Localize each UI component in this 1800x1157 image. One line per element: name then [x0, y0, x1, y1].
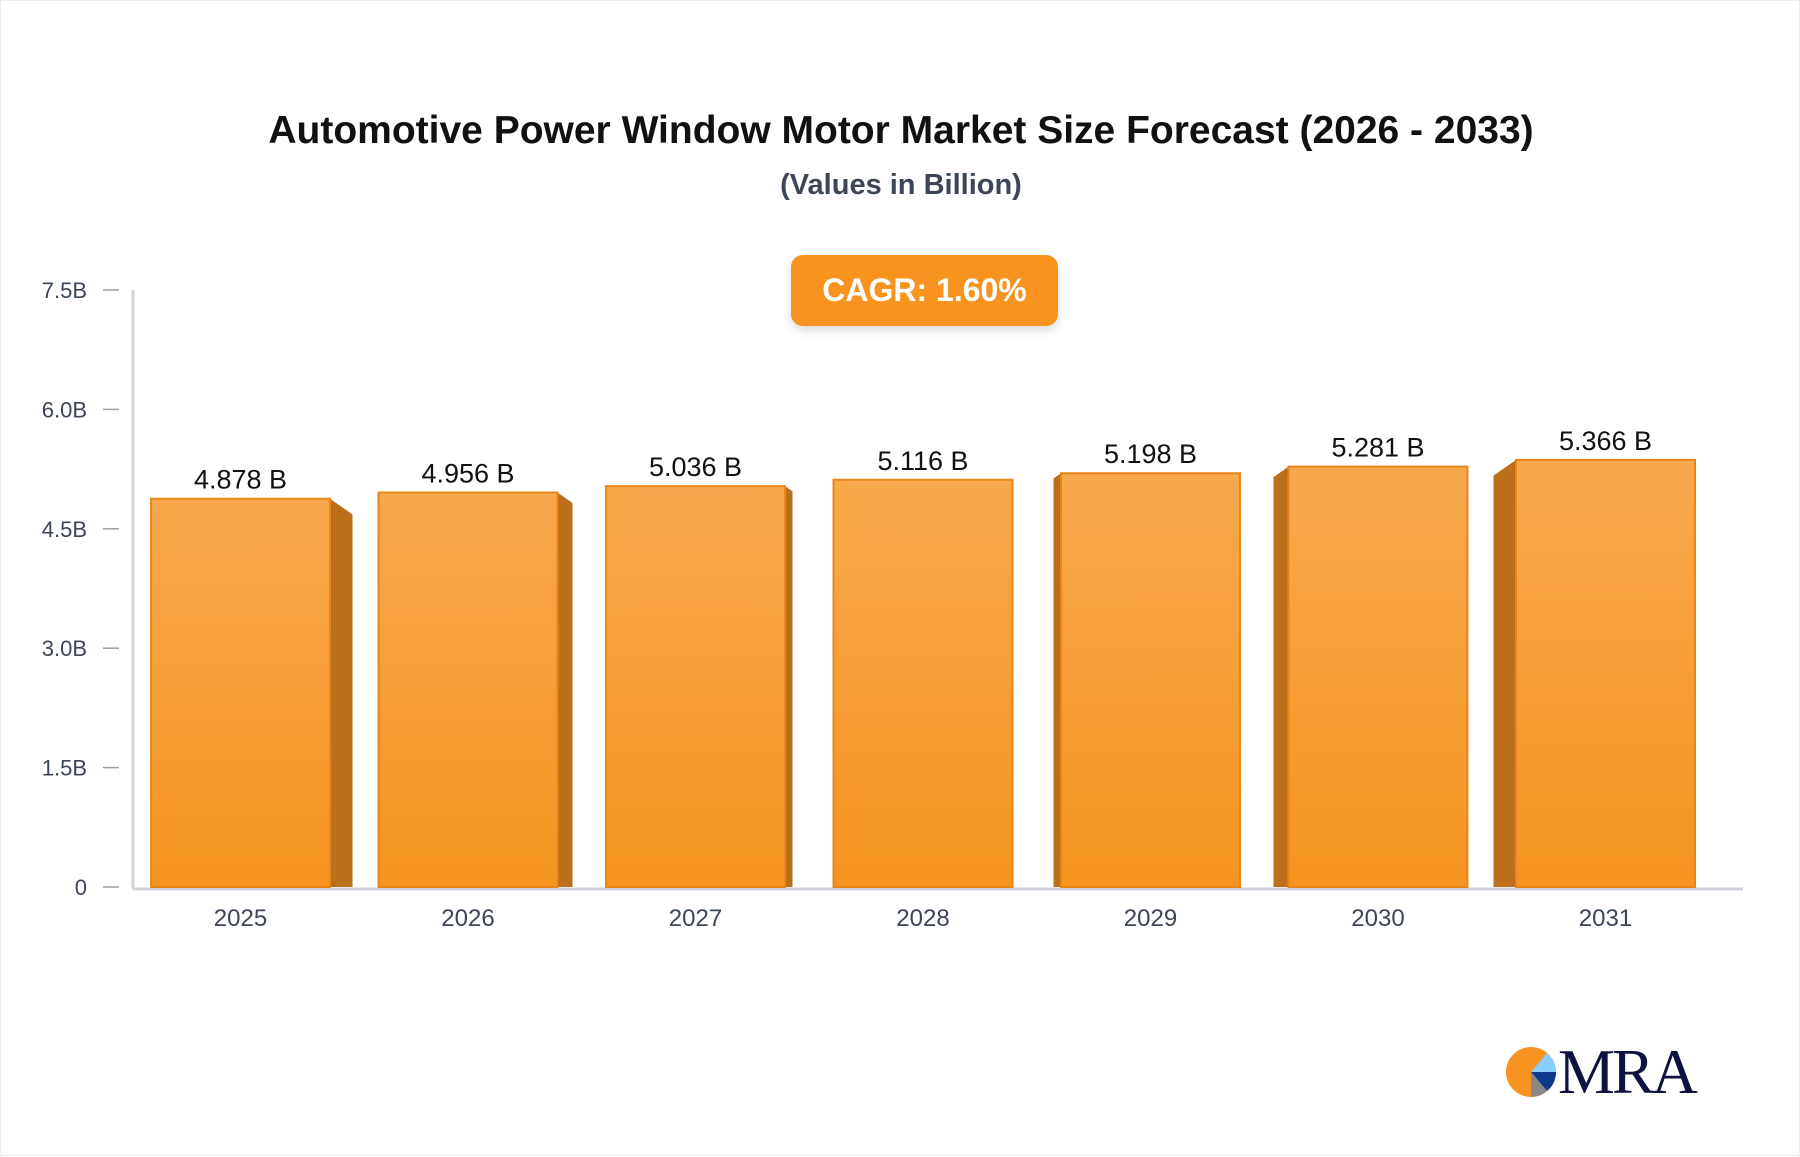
bar-side [1273, 466, 1289, 887]
x-tick-label: 2031 [1579, 905, 1632, 932]
bar-side [557, 492, 573, 887]
bar-side [785, 486, 793, 887]
bar-side [1053, 473, 1061, 887]
y-tick-label: 3.0B [42, 636, 87, 661]
bar-value-label: 5.116 B [877, 446, 968, 476]
y-tick-label: 4.5B [42, 517, 87, 542]
bar [832, 478, 1014, 888]
chart-subtitle: (Values in Billion) [780, 169, 1022, 201]
bar-value-label: 5.198 B [1104, 439, 1197, 469]
bar-value-label: 4.956 B [421, 459, 514, 489]
bar [605, 485, 786, 888]
bar [1287, 465, 1469, 888]
chart-title: Automotive Power Window Motor Market Siz… [268, 109, 1534, 152]
bar [377, 491, 559, 888]
bar-value-label: 5.366 B [1559, 426, 1652, 456]
bar [150, 497, 331, 888]
x-tick-label: 2029 [1124, 905, 1177, 932]
x-tick-label: 2027 [669, 905, 722, 932]
y-tick-label: 0 [75, 875, 87, 900]
bar [1060, 472, 1241, 888]
cagr-badge: CAGR: 1.60% [791, 255, 1058, 326]
bar-side [1493, 459, 1516, 887]
bar-value-label: 5.281 B [1331, 433, 1424, 463]
x-tick-label: 2028 [896, 905, 949, 932]
x-tick-label: 2030 [1351, 905, 1404, 932]
x-tick-label: 2025 [214, 905, 267, 932]
bar-value-label: 4.878 B [194, 465, 287, 495]
y-tick-label: 6.0B [42, 397, 87, 422]
y-tick-label: 1.5B [42, 756, 87, 781]
bar-value-label: 5.036 B [649, 452, 742, 482]
x-tick-label: 2026 [441, 905, 494, 932]
bar-side [330, 498, 353, 887]
bar [1515, 458, 1696, 888]
y-tick-label: 7.5B [42, 278, 87, 303]
